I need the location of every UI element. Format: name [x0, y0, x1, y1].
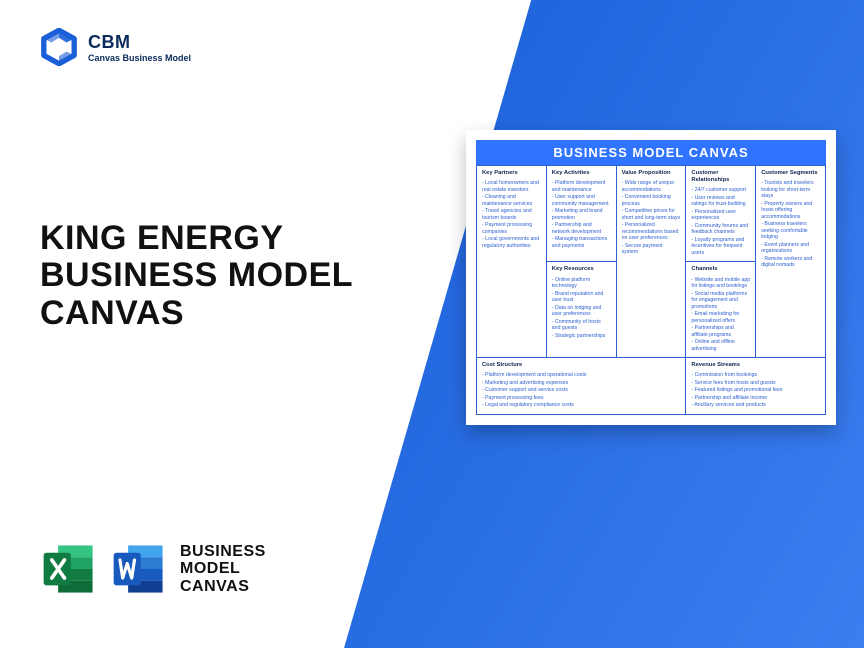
list-item: Personalized user experiences — [691, 209, 750, 222]
list-item: Tourists and travelers looking for short… — [761, 180, 820, 200]
file-format-label: BUSINESSMODELCANVAS — [180, 543, 266, 596]
list-item: Convenient booking process — [622, 194, 681, 207]
list-item: Brand reputation and user trust — [552, 291, 611, 304]
block-customer-relationships: Customer Relationships 24/7 customer sup… — [686, 166, 756, 262]
list-item: Commission from bookings — [691, 372, 820, 379]
list-item: Marketing and brand promotion — [552, 208, 611, 221]
list-item: Strategic partnerships — [552, 333, 611, 340]
list-item: Service fees from hosts and guests — [691, 380, 820, 387]
block-key-partners: Key Partners Local homeowners and real e… — [477, 166, 547, 358]
list-item: 24/7 customer support — [691, 187, 750, 194]
list-item: Featured listings and promotional fees — [691, 387, 820, 394]
brand-logo-block: CBM Canvas Business Model — [40, 28, 191, 66]
list-item: Partnership and affiliate income — [691, 395, 820, 402]
list-item: Online and offline advertising — [691, 339, 750, 352]
list-item: Payment processing fees — [482, 395, 680, 402]
list-item: Social media platforms for engagement an… — [691, 291, 750, 311]
block-cost-structure: Cost Structure Platform development and … — [477, 358, 686, 415]
word-icon — [110, 540, 168, 598]
list-item: Email marketing for personalized offers — [691, 311, 750, 324]
list-item: Legal and regulatory compliance costs — [482, 402, 680, 409]
list-item: Event planners and organizations — [761, 242, 820, 255]
list-item: Travel agencies and tourism boards — [482, 208, 541, 221]
file-format-icons: BUSINESSMODELCANVAS — [40, 540, 266, 598]
list-item: Website and mobile app for listings and … — [691, 277, 750, 290]
bmc-title: BUSINESS MODEL CANVAS — [476, 140, 826, 165]
list-item: Partnerships and affiliate programs — [691, 325, 750, 338]
block-key-resources: Key Resources Online platform technology… — [546, 262, 616, 358]
list-item: Community of hosts and guests — [552, 319, 611, 332]
block-customer-segments: Customer Segments Tourists and travelers… — [756, 166, 826, 358]
list-item: Online platform technology — [552, 277, 611, 290]
list-item: Community forums and feedback channels — [691, 223, 750, 236]
list-item: Local governments and regulatory authori… — [482, 236, 541, 249]
block-channels: Channels Website and mobile app for list… — [686, 262, 756, 358]
list-item: Payment processing companies — [482, 222, 541, 235]
list-item: User reviews and ratings for trust-build… — [691, 195, 750, 208]
list-item: Business travelers seeking comfortable l… — [761, 221, 820, 241]
list-item: Remote workers and digital nomads — [761, 256, 820, 269]
bmc-preview-card: BUSINESS MODEL CANVAS Key Partners Local… — [466, 130, 836, 425]
excel-icon — [40, 540, 98, 598]
block-value-proposition: Value Proposition Wide range of unique a… — [616, 166, 686, 358]
list-item: Secure payment system — [622, 243, 681, 256]
list-item: Local homeowners and real estate investo… — [482, 180, 541, 193]
brand-abbr: CBM — [88, 32, 191, 53]
list-item: Ancillary services and products — [691, 402, 820, 409]
list-item: Personalized recommendations based on us… — [622, 222, 681, 242]
list-item: Competitive prices for short and long-te… — [622, 208, 681, 221]
list-item: Property owners and hosts offering accom… — [761, 201, 820, 221]
brand-full: Canvas Business Model — [88, 53, 191, 63]
list-item: Wide range of unique accommodations — [622, 180, 681, 193]
list-item: Data on lodging and user preferences — [552, 305, 611, 318]
list-item: Customer support and service costs — [482, 387, 680, 394]
brand-logo-icon — [40, 28, 78, 66]
block-key-activities: Key Activities Platform development and … — [546, 166, 616, 262]
list-item: Managing transactions and payments — [552, 236, 611, 249]
list-item: Loyalty programs and incentives for freq… — [691, 237, 750, 257]
list-item: Partnership and network development — [552, 222, 611, 235]
page-title: KING ENERGY BUSINESS MODEL CANVAS — [40, 220, 380, 332]
list-item: Platform development and operational cos… — [482, 372, 680, 379]
list-item: Platform development and maintenance — [552, 180, 611, 193]
bmc-grid: Key Partners Local homeowners and real e… — [476, 165, 826, 415]
list-item: User support and community management — [552, 194, 611, 207]
list-item: Marketing and advertising expenses — [482, 380, 680, 387]
block-revenue-streams: Revenue Streams Commission from bookings… — [686, 358, 826, 415]
list-item: Cleaning and maintenance services — [482, 194, 541, 207]
